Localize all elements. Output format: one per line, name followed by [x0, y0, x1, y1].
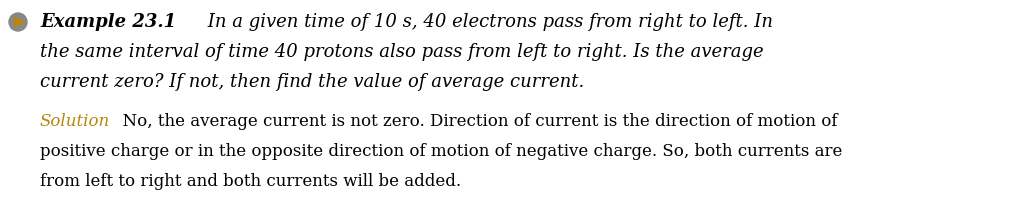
Text: Example 23.1: Example 23.1 [40, 13, 176, 31]
Text: No, the average current is not zero. Direction of current is the direction of mo: No, the average current is not zero. Dir… [112, 113, 838, 131]
Text: positive charge or in the opposite direction of motion of negative charge. So, b: positive charge or in the opposite direc… [40, 143, 843, 161]
Text: from left to right and both currents will be added.: from left to right and both currents wil… [40, 173, 461, 191]
Text: the same interval of time 40 protons also pass from left to right. Is the averag: the same interval of time 40 protons als… [40, 43, 764, 61]
Text: Solution: Solution [40, 113, 111, 131]
Text: current zero? If not, then find the value of average current.: current zero? If not, then find the valu… [40, 73, 585, 91]
Text: In a given time of 10 s, 40 electrons pass from right to left. In: In a given time of 10 s, 40 electrons pa… [202, 13, 773, 31]
Polygon shape [14, 17, 24, 27]
Circle shape [9, 13, 27, 31]
